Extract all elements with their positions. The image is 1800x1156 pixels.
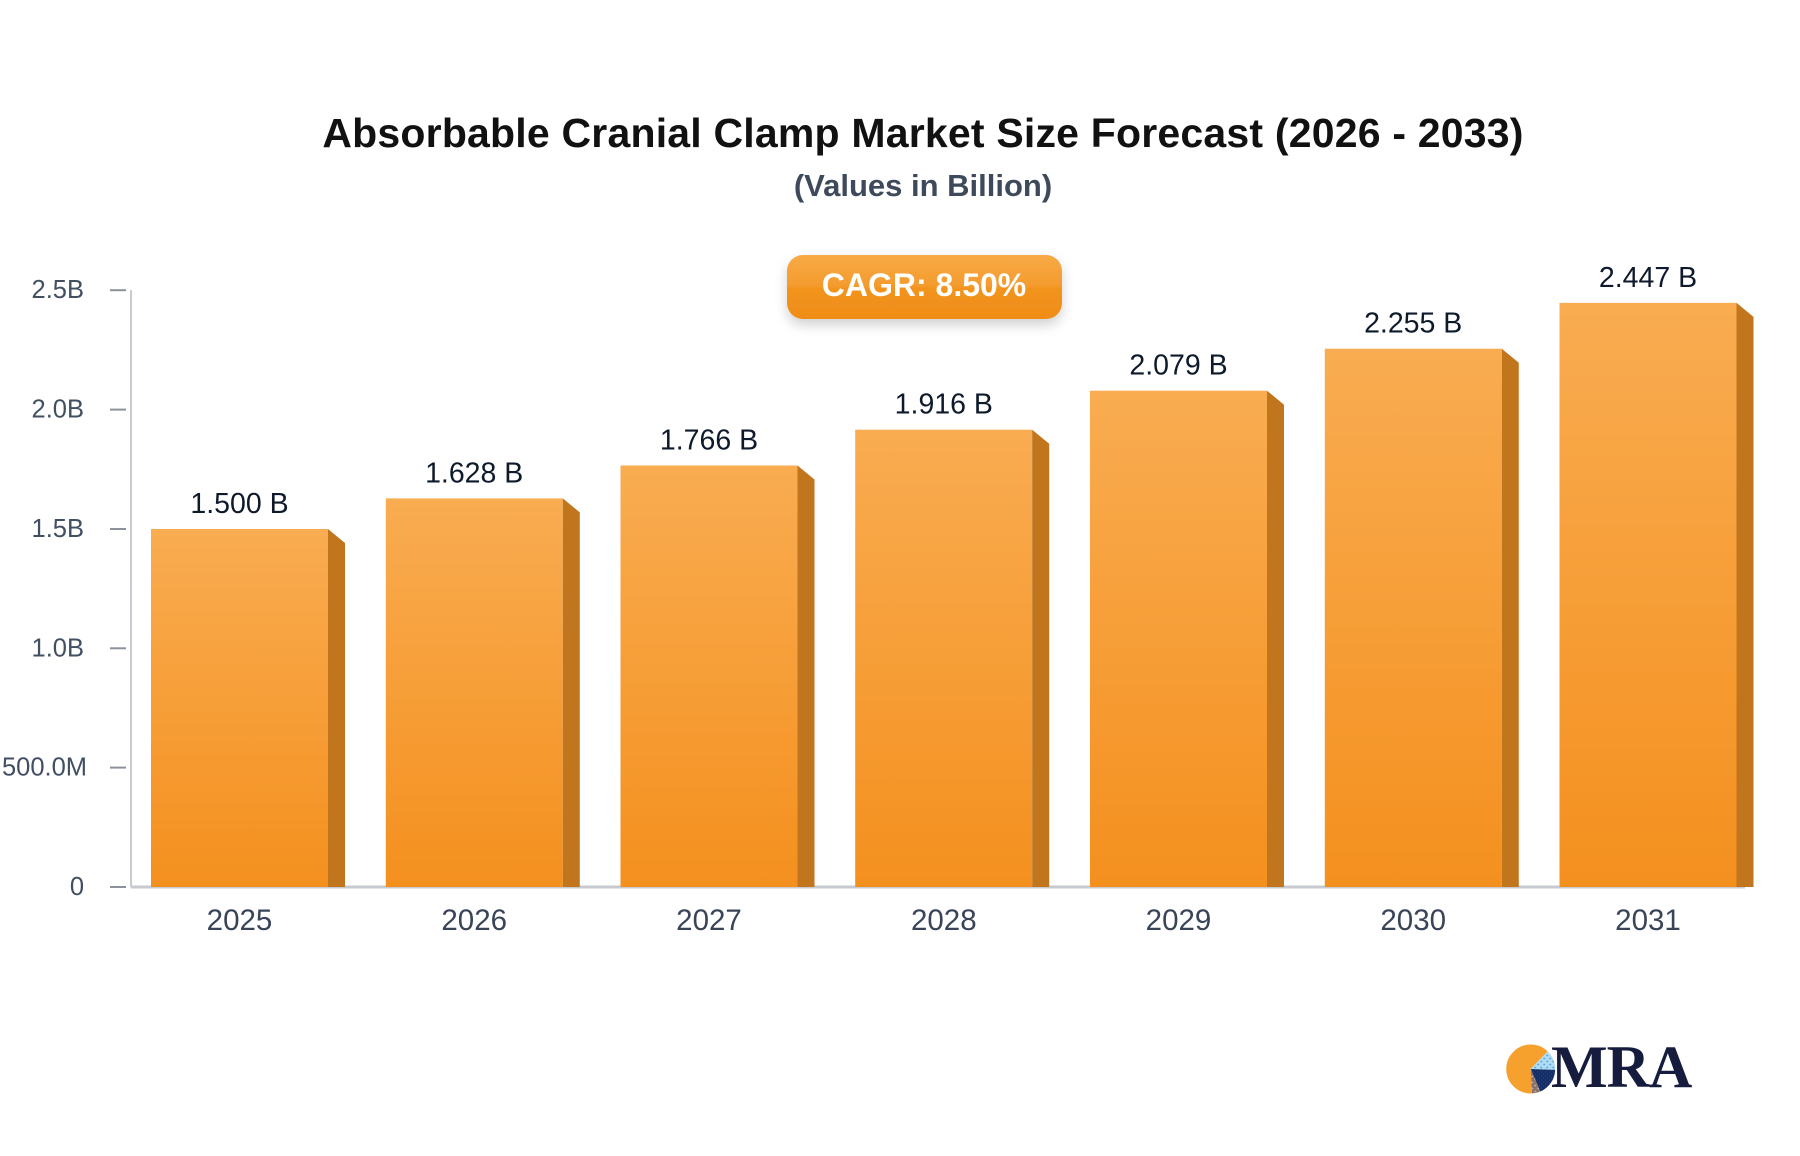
svg-text:2.0B: 2.0B — [32, 396, 84, 424]
svg-text:2028: 2028 — [911, 904, 977, 937]
svg-text:2.5B: 2.5B — [32, 276, 84, 304]
svg-text:1.500 B: 1.500 B — [190, 488, 288, 520]
svg-text:2.255 B: 2.255 B — [1364, 308, 1462, 340]
svg-text:2025: 2025 — [207, 904, 273, 937]
svg-text:500.0M: 500.0M — [2, 754, 87, 782]
svg-text:1.0B: 1.0B — [32, 634, 84, 662]
svg-text:1.916 B: 1.916 B — [895, 389, 993, 421]
svg-text:2027: 2027 — [676, 904, 742, 937]
svg-text:1.5B: 1.5B — [32, 515, 84, 543]
svg-text:0: 0 — [70, 873, 84, 901]
svg-text:2031: 2031 — [1615, 904, 1681, 937]
svg-text:2.447 B: 2.447 B — [1599, 262, 1697, 294]
svg-text:CAGR: 8.50%: CAGR: 8.50% — [822, 267, 1027, 303]
svg-text:MRA: MRA — [1551, 1034, 1692, 1100]
svg-text:2.079 B: 2.079 B — [1129, 350, 1227, 382]
svg-text:2029: 2029 — [1146, 904, 1212, 937]
svg-text:1.766 B: 1.766 B — [660, 425, 758, 457]
svg-text:2030: 2030 — [1380, 904, 1446, 937]
svg-text:1.628 B: 1.628 B — [425, 457, 523, 489]
svg-text:2026: 2026 — [441, 904, 507, 937]
